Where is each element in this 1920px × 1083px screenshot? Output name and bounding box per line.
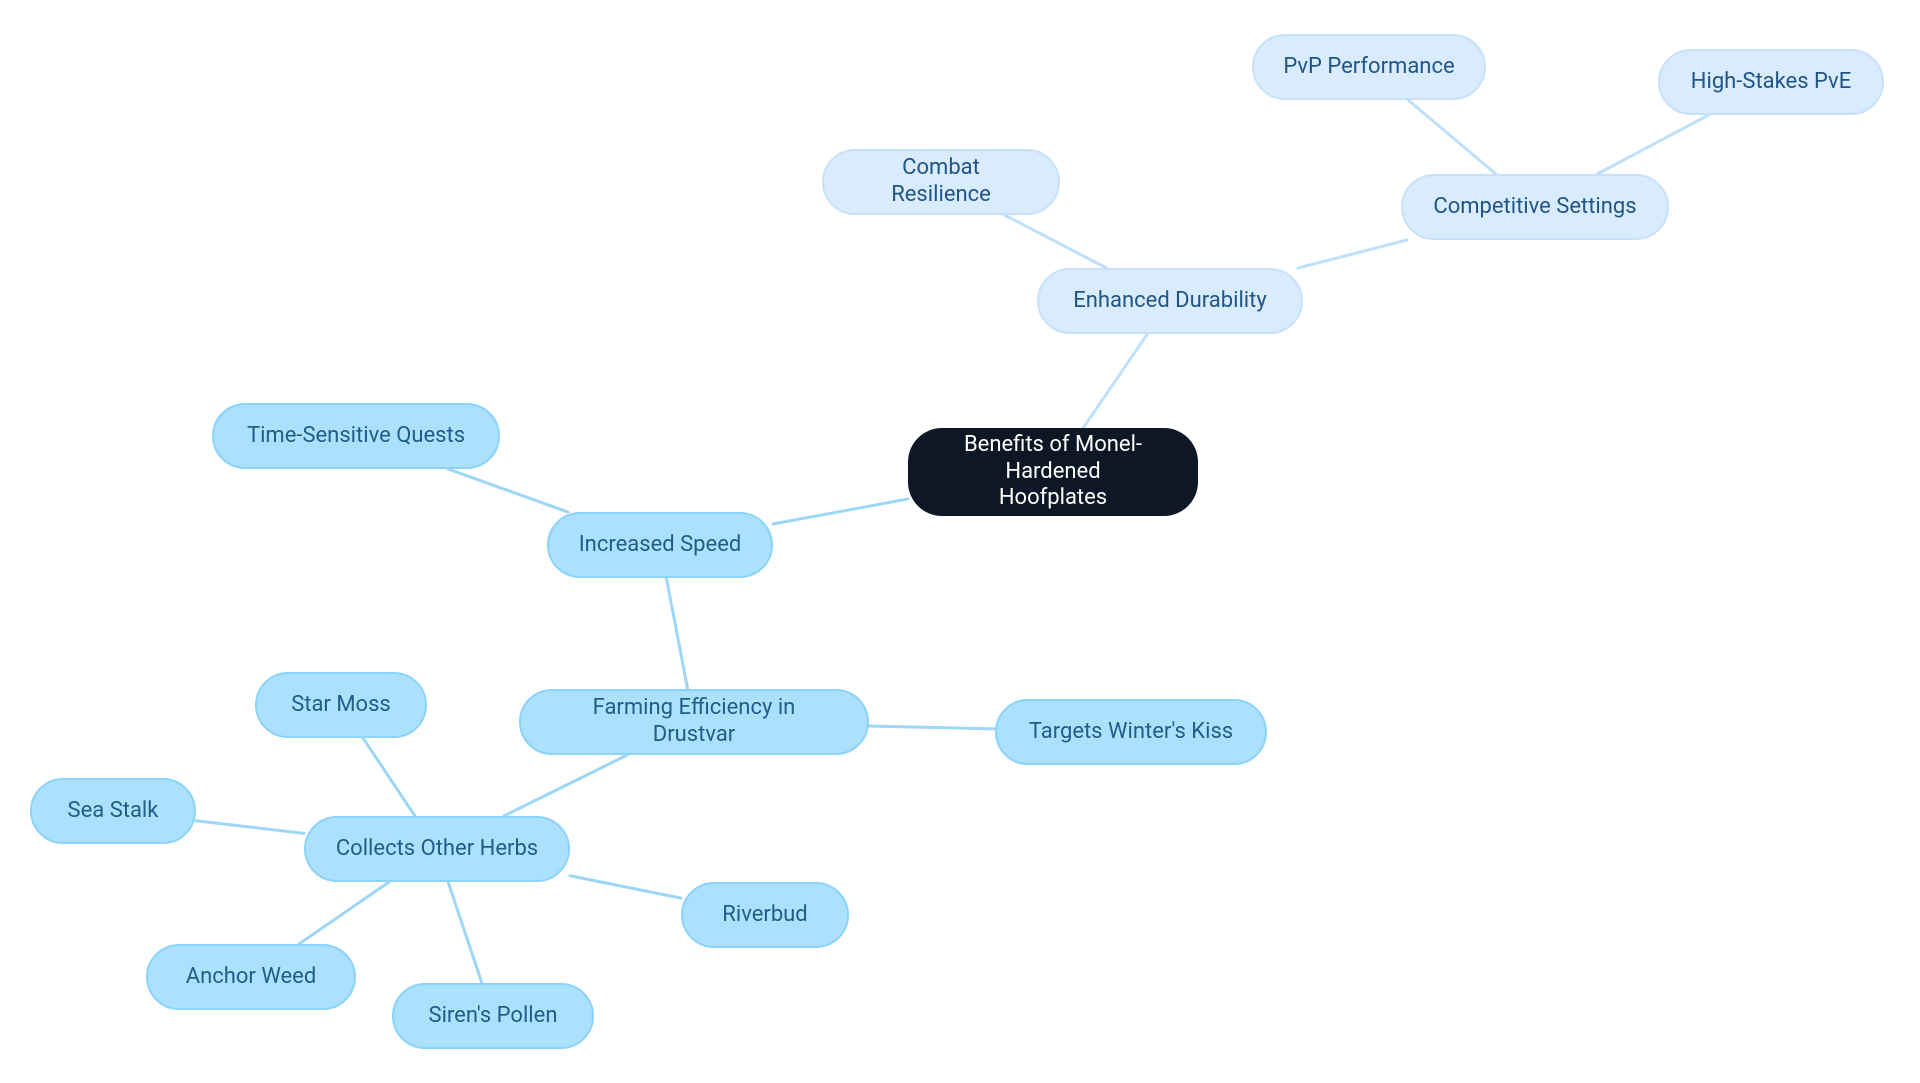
node-time-sensitive[interactable]: Time-Sensitive Quests: [212, 403, 500, 469]
node-pvp-performance[interactable]: PvP Performance: [1252, 34, 1486, 100]
node-increased-speed[interactable]: Increased Speed: [547, 512, 773, 578]
mindmap-canvas: Benefits of Monel-Hardened Hoofplates En…: [0, 0, 1920, 1083]
node-star-moss[interactable]: Star Moss: [255, 672, 427, 738]
node-anchor-weed[interactable]: Anchor Weed: [146, 944, 356, 1010]
node-collects-other[interactable]: Collects Other Herbs: [304, 816, 570, 882]
node-sirens-pollen[interactable]: Siren's Pollen: [392, 983, 594, 1049]
node-high-stakes-pve[interactable]: High-Stakes PvE: [1658, 49, 1884, 115]
node-riverbud[interactable]: Riverbud: [681, 882, 849, 948]
node-farming-efficiency[interactable]: Farming Efficiency in Drustvar: [519, 689, 869, 755]
node-targets-winters[interactable]: Targets Winter's Kiss: [995, 699, 1267, 765]
node-competitive-settings[interactable]: Competitive Settings: [1401, 174, 1669, 240]
node-root[interactable]: Benefits of Monel-Hardened Hoofplates: [908, 428, 1198, 516]
node-sea-stalk[interactable]: Sea Stalk: [30, 778, 196, 844]
node-enhanced-durability[interactable]: Enhanced Durability: [1037, 268, 1303, 334]
node-combat-resilience[interactable]: Combat Resilience: [822, 149, 1060, 215]
